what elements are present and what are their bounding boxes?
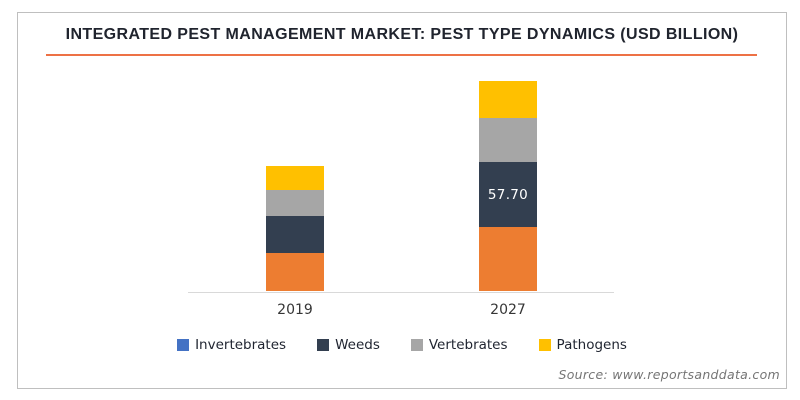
bar-segment-invertebrates-2027 [479,227,537,291]
stacked-bar-2019 [266,165,324,291]
legend: Invertebrates Weeds Vertebrates Pathogens [18,337,786,353]
legend-label: Vertebrates [428,337,508,353]
legend-label: Invertebrates [195,337,287,353]
bar-segment-vertebrates-2019 [266,189,324,216]
x-tick-label-2019: 2019 [277,302,313,318]
bar-segment-weeds-2027: 57.70 [479,162,537,227]
source-attribution: Source: www.reportsanddata.com [558,367,780,382]
chart-card: INTEGRATED PEST MANAGEMENT MARKET: PEST … [17,12,787,389]
stacked-bar-2027: 57.70 [479,81,537,291]
legend-swatch-icon [177,339,190,351]
legend-label: Weeds [335,337,380,353]
legend-item-invertebrates: Invertebrates [177,337,286,353]
legend-item-pathogens: Pathogens [538,337,627,353]
chart-title: INTEGRATED PEST MANAGEMENT MARKET: PEST … [65,26,739,43]
x-tick-label-2027: 2027 [490,302,526,318]
bar-segment-pathogens-2027 [479,81,537,118]
title-underline [46,54,757,56]
bar-segment-vertebrates-2027 [479,118,537,162]
legend-swatch-icon [317,339,330,351]
data-label: 57.70 [487,186,529,203]
bar-segment-invertebrates-2019 [266,253,324,291]
legend-swatch-icon [538,339,551,351]
bar-segment-pathogens-2019 [266,165,324,190]
legend-swatch-icon [410,339,423,351]
legend-item-weeds: Weeds [317,337,380,353]
legend-label: Pathogens [556,337,627,353]
x-axis-line [188,292,614,293]
plot-area: 57.70 2019 2027 [18,13,786,388]
legend-item-vertebrates: Vertebrates [410,337,508,353]
bar-segment-weeds-2019 [266,215,324,253]
